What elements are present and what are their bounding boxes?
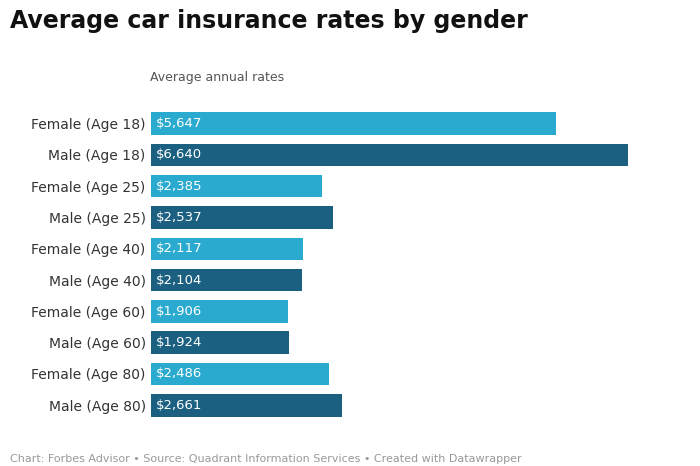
Bar <box>150 300 288 322</box>
Text: $2,104: $2,104 <box>156 274 202 287</box>
Text: Chart: Forbes Advisor • Source: Quadrant Information Services • Created with Dat: Chart: Forbes Advisor • Source: Quadrant… <box>10 454 522 464</box>
Text: $2,117: $2,117 <box>156 242 203 255</box>
Bar <box>150 363 329 385</box>
Bar <box>150 331 289 354</box>
Text: $1,906: $1,906 <box>156 305 202 318</box>
Bar <box>150 269 302 291</box>
Bar <box>150 175 322 198</box>
Text: $2,486: $2,486 <box>156 368 202 380</box>
Text: Average annual rates: Average annual rates <box>150 71 285 84</box>
Bar <box>150 238 302 260</box>
Text: $5,647: $5,647 <box>156 117 202 130</box>
Bar <box>150 394 342 417</box>
Text: $2,385: $2,385 <box>156 180 203 193</box>
Bar <box>150 144 628 166</box>
Text: Average car insurance rates by gender: Average car insurance rates by gender <box>10 9 528 34</box>
Text: $6,640: $6,640 <box>156 149 202 161</box>
Text: $2,537: $2,537 <box>156 211 203 224</box>
Bar <box>150 206 333 229</box>
Text: $1,924: $1,924 <box>156 336 202 349</box>
Bar <box>150 112 556 135</box>
Text: $2,661: $2,661 <box>156 399 202 412</box>
